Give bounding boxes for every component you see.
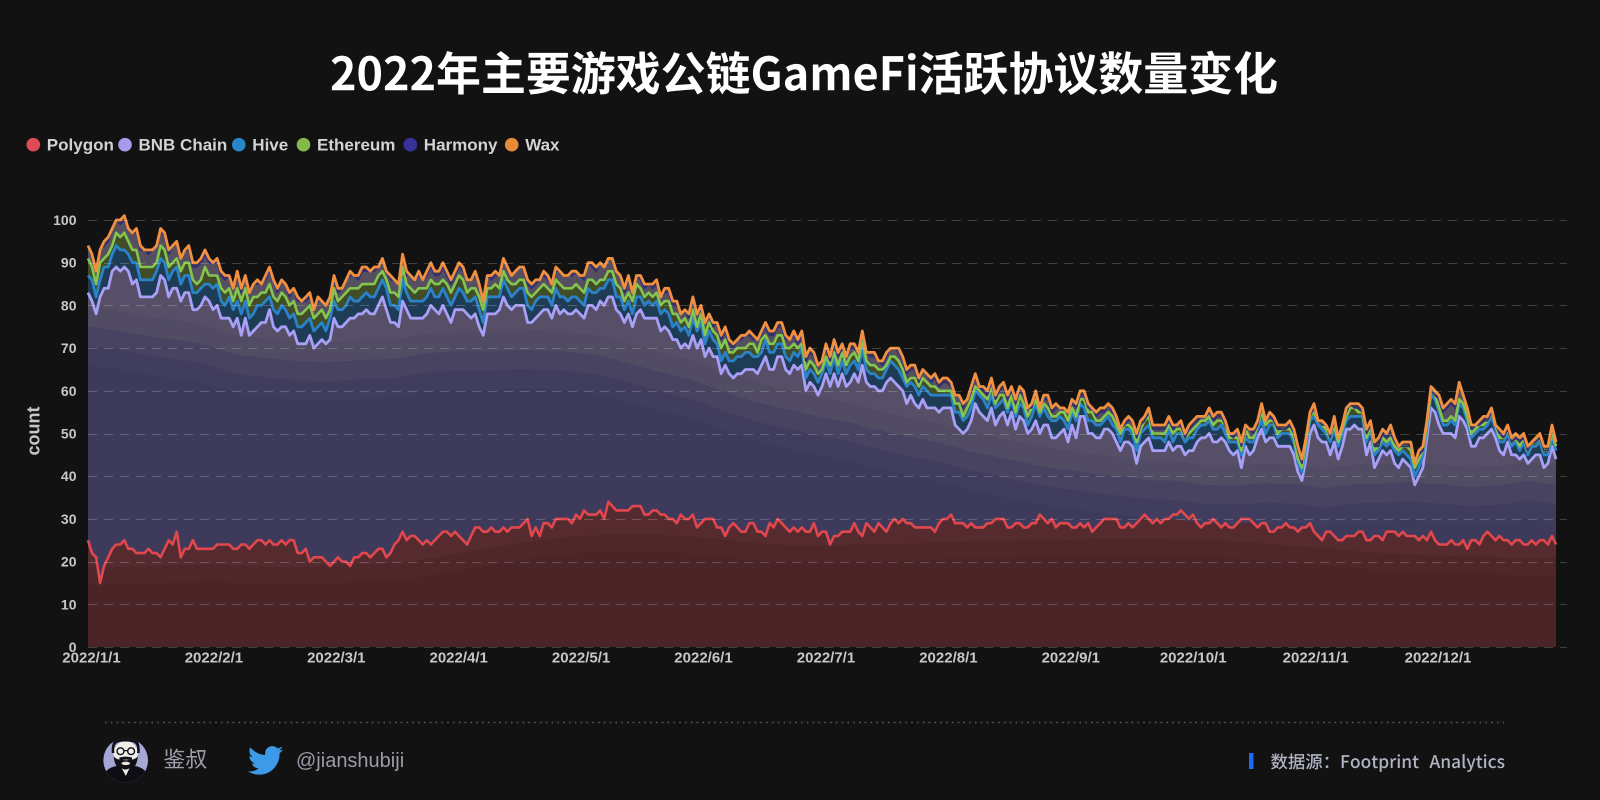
svg-text:Wax: Wax (525, 136, 560, 155)
svg-text:Harmony: Harmony (424, 136, 498, 155)
svg-text:2022/9/1: 2022/9/1 (1042, 649, 1100, 666)
svg-text:20: 20 (61, 554, 77, 570)
svg-text:2022/5/1: 2022/5/1 (552, 649, 610, 666)
svg-text:2022/3/1: 2022/3/1 (307, 649, 365, 666)
svg-text:50: 50 (61, 426, 77, 442)
svg-text:90: 90 (61, 255, 77, 271)
svg-text:60: 60 (61, 383, 77, 399)
svg-text:2022/11/1: 2022/11/1 (1283, 649, 1349, 666)
svg-text:100: 100 (53, 212, 77, 228)
svg-text:BNB Chain: BNB Chain (139, 136, 228, 155)
svg-text:Polygon: Polygon (47, 136, 114, 155)
svg-text:count: count (24, 407, 44, 456)
svg-text:40: 40 (61, 468, 77, 484)
svg-text:30: 30 (61, 511, 77, 527)
svg-text:0: 0 (69, 639, 77, 655)
svg-text:2022/10/1: 2022/10/1 (1160, 649, 1227, 666)
svg-text:@jianshubiji: @jianshubiji (296, 750, 404, 772)
svg-text:2022/6/1: 2022/6/1 (674, 649, 732, 666)
svg-text:2022/8/1: 2022/8/1 (919, 649, 977, 666)
svg-text:Hive: Hive (252, 136, 288, 155)
svg-text:70: 70 (61, 340, 77, 356)
svg-text:Ethereum: Ethereum (317, 136, 395, 155)
svg-text:80: 80 (61, 297, 77, 313)
svg-text:10: 10 (61, 596, 77, 612)
svg-text:2022/1/1: 2022/1/1 (62, 649, 120, 666)
svg-text:2022/4/1: 2022/4/1 (430, 649, 488, 666)
svg-text:2022/7/1: 2022/7/1 (797, 649, 855, 666)
svg-text:2022/12/1: 2022/12/1 (1405, 649, 1472, 666)
svg-text:2022/2/1: 2022/2/1 (185, 649, 243, 666)
